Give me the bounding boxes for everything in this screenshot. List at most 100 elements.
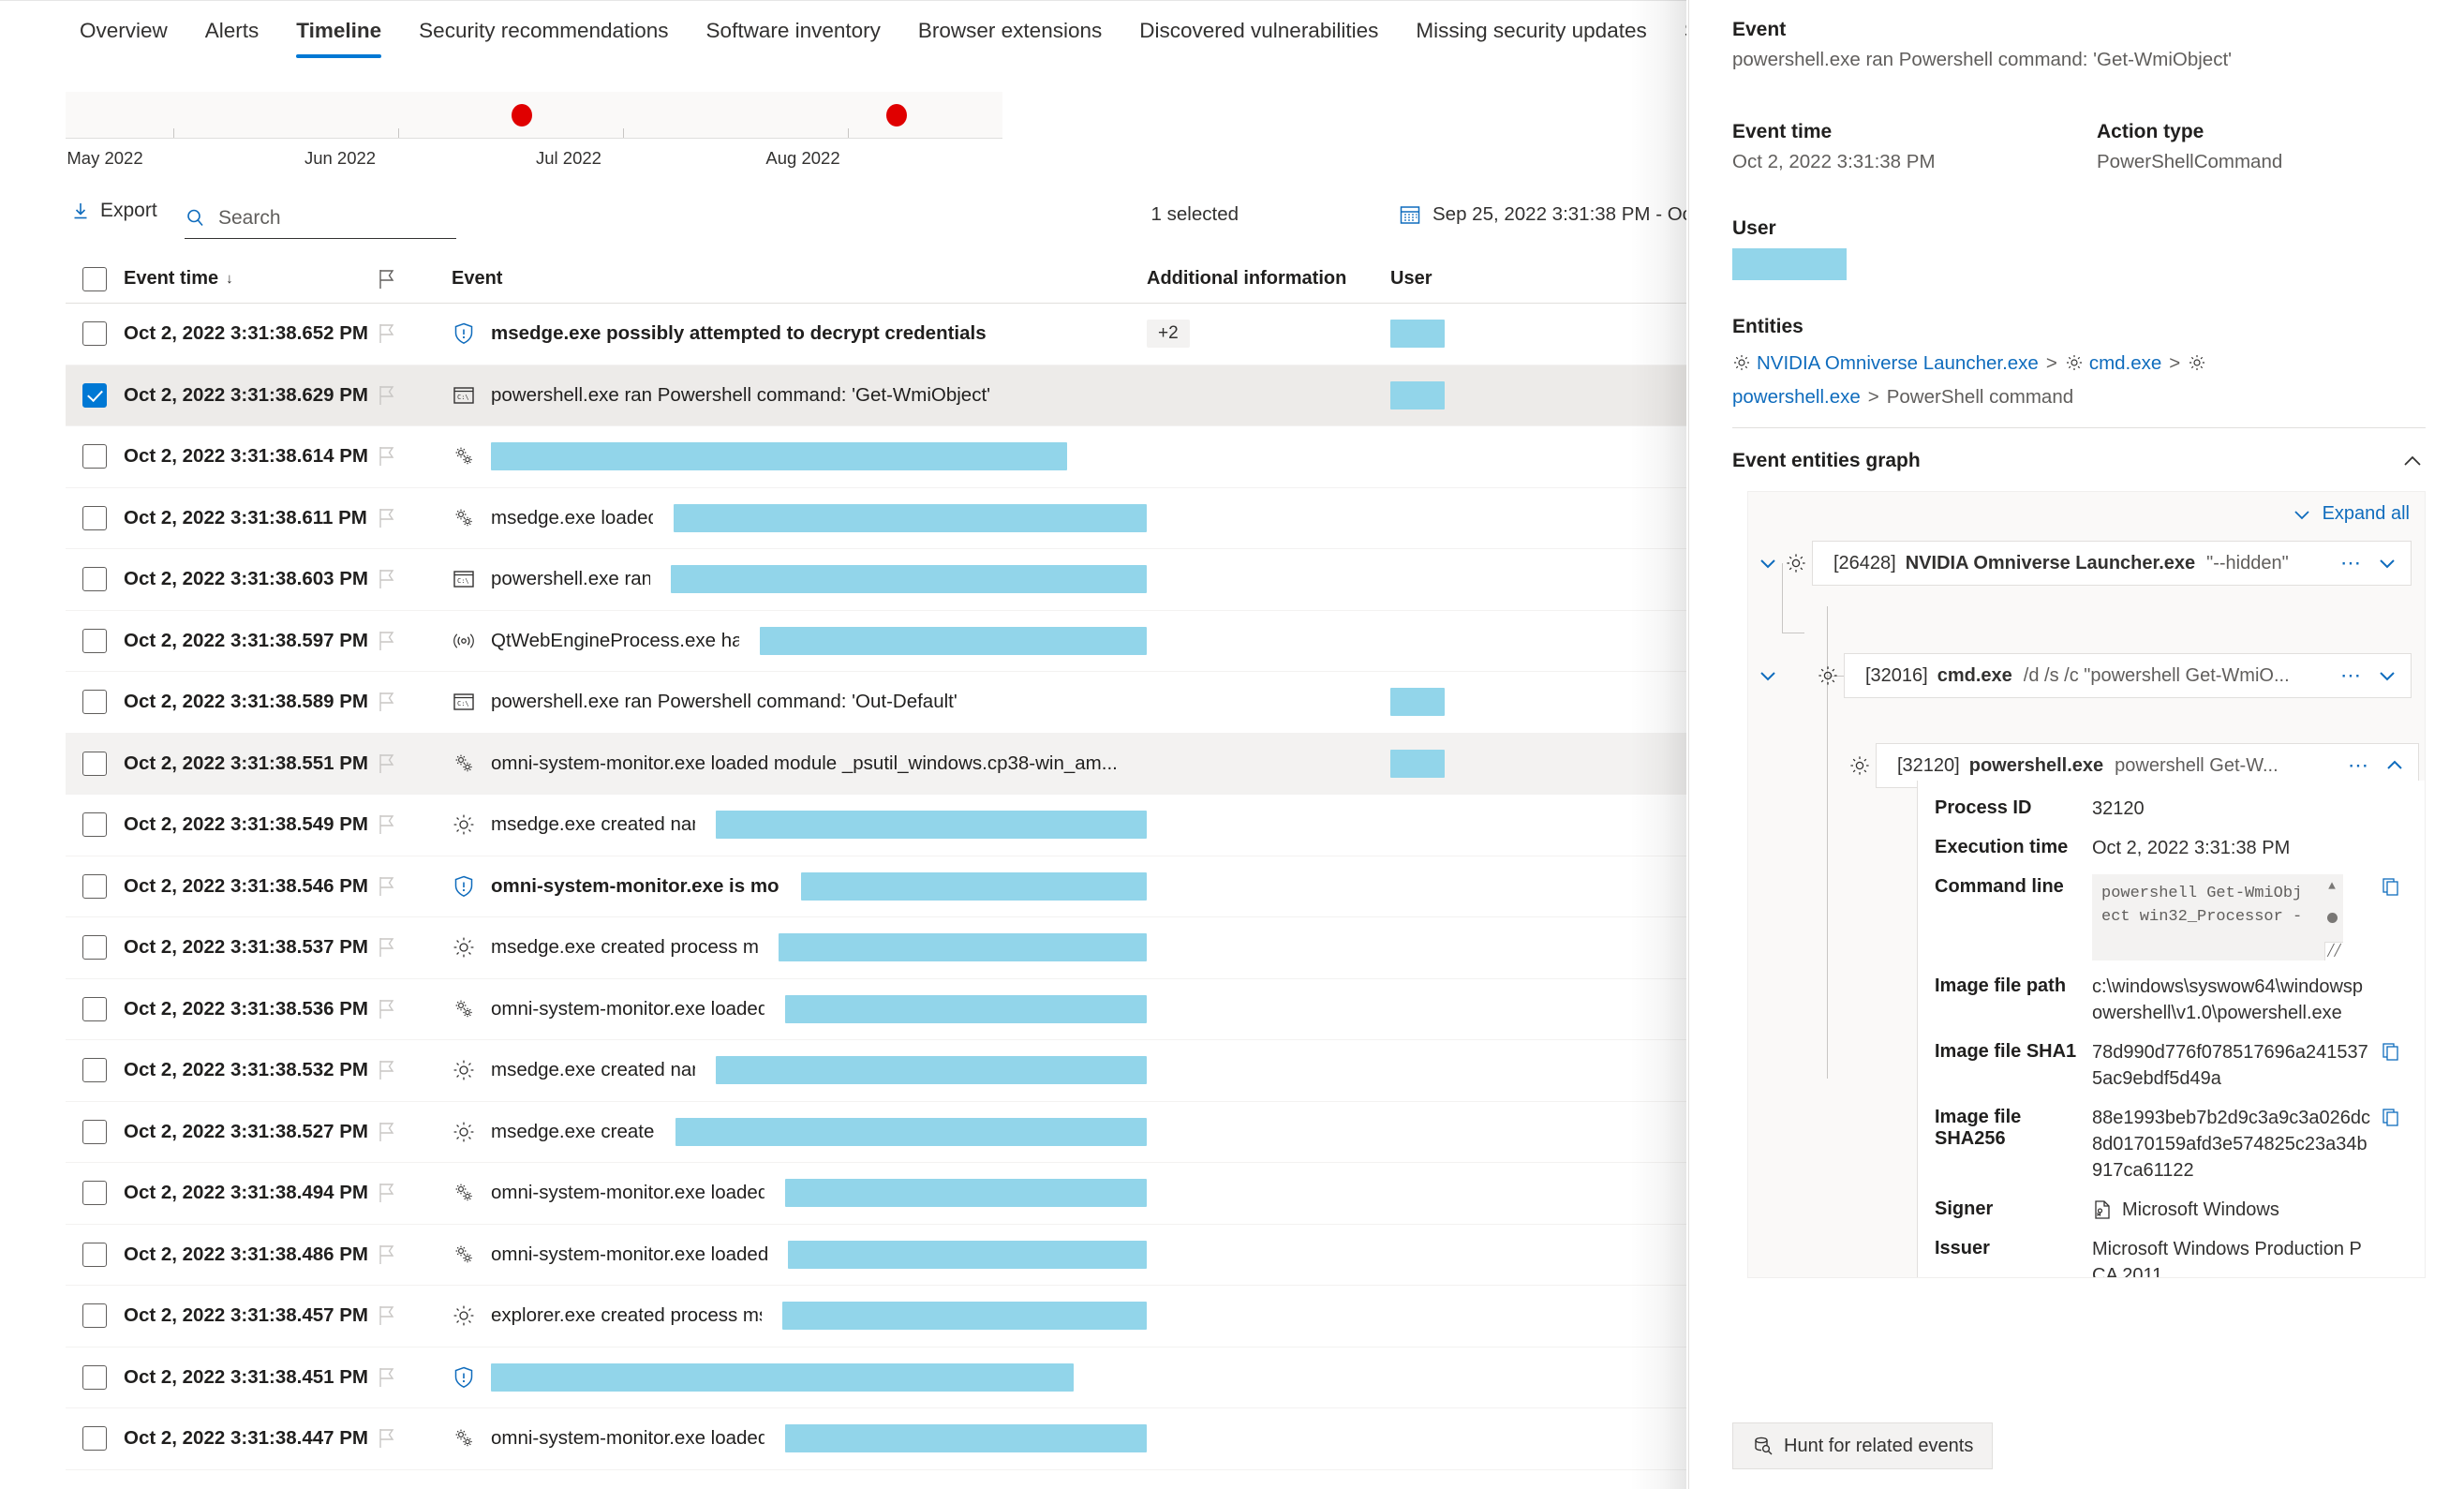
table-row[interactable]: Oct 2, 2022 3:31:38.447 PM omni-system-mo… [66,1408,1686,1470]
resize-handle[interactable]: ╱╱ [2324,942,2343,960]
tab-software-inventory[interactable]: Software inventory [706,20,881,51]
table-row[interactable]: Oct 2, 2022 3:31:38.494 PM omni-system-mo… [66,1163,1686,1225]
table-row[interactable]: Oct 2, 2022 3:31:38.532 PM msedge.exe cre… [66,1040,1686,1102]
header-event-time[interactable]: Event time ↓ [124,268,377,290]
table-row[interactable]: Oct 2, 2022 3:31:38.611 PM msedge.exe loa… [66,488,1686,549]
row-checkbox[interactable] [82,1426,107,1452]
row-checkbox[interactable] [82,444,107,469]
tab-overview[interactable]: Overview [80,20,168,51]
table-row[interactable]: Oct 2, 2022 3:31:38.614 PM [66,426,1686,488]
more-options-icon[interactable]: ⋯ [2348,753,2369,777]
row-checkbox[interactable] [82,321,107,347]
timeline-chart[interactable] [66,92,1002,141]
scrollbar-thumb[interactable] [2326,912,2338,923]
row-select-cell[interactable] [66,444,124,469]
entity-breadcrumb-item[interactable]: powershell.exe [1732,386,1861,408]
row-flag-button[interactable] [377,445,452,468]
row-select-cell[interactable] [66,690,124,715]
table-row[interactable]: Oct 2, 2022 3:31:38.589 PM C:\ powershell.… [66,672,1686,734]
select-all-checkbox[interactable] [82,266,107,291]
row-checkbox[interactable] [82,1242,107,1267]
row-flag-button[interactable] [377,322,452,345]
row-select-cell[interactable] [66,1426,124,1452]
chevron-up-icon[interactable] [2399,451,2426,471]
row-checkbox[interactable] [82,382,107,408]
node-expand-chevron-icon[interactable] [1758,667,1780,684]
select-all-cell[interactable] [66,266,124,291]
header-user[interactable]: User [1390,268,1634,290]
header-event[interactable]: Event [452,268,1147,290]
process-node[interactable]: [26428] NVIDIA Omniverse Launcher.exe "-… [1758,541,2419,586]
tab-discovered-vulnerabilities[interactable]: Discovered vulnerabilities [1139,20,1378,51]
table-row[interactable]: Oct 2, 2022 3:31:38.537 PM msedge.exe cre… [66,917,1686,979]
scroll-up-icon[interactable]: ▲ [2328,879,2336,893]
additional-info-badge[interactable]: +2 [1147,320,1190,349]
copy-icon[interactable] [2381,1039,2409,1062]
row-checkbox[interactable] [82,1181,107,1206]
row-flag-button[interactable] [377,691,452,713]
expand-all-button[interactable]: Expand all [2291,503,2410,525]
tab-browser-extensions[interactable]: Browser extensions [918,20,1102,51]
row-flag-button[interactable] [377,568,452,590]
table-row[interactable]: Oct 2, 2022 3:31:38.457 PM explorer.exe c… [66,1286,1686,1348]
node-collapse-chevron-icon[interactable] [2377,555,2397,572]
row-select-cell[interactable] [66,1181,124,1206]
row-checkbox[interactable] [82,628,107,653]
row-checkbox[interactable] [82,1058,107,1083]
table-row[interactable]: Oct 2, 2022 3:31:38.549 PM msedge.exe cre… [66,795,1686,856]
event-entities-graph-header[interactable]: Event entities graph [1732,450,2426,472]
node-expand-chevron-icon[interactable] [1758,555,1780,572]
row-flag-button[interactable] [377,1243,452,1266]
row-flag-button[interactable] [377,384,452,407]
row-flag-button[interactable] [377,936,452,959]
search-input[interactable]: Search [185,198,456,239]
tab-timeline[interactable]: Timeline [296,20,381,58]
table-row[interactable]: Oct 2, 2022 3:31:38.527 PM msedge.exe cre… [66,1102,1686,1163]
row-select-cell[interactable] [66,567,124,592]
row-select-cell[interactable] [66,1242,124,1267]
row-flag-button[interactable] [377,875,452,898]
copy-icon[interactable] [2381,1105,2409,1127]
table-row[interactable]: Oct 2, 2022 3:31:38.652 PM msedge.exe pos… [66,304,1686,365]
table-row[interactable]: Oct 2, 2022 3:31:38.629 PM C:\ powershell.… [66,365,1686,426]
tab-missing-security-updates[interactable]: Missing security updates [1416,20,1646,51]
row-select-cell[interactable] [66,1303,124,1329]
row-select-cell[interactable] [66,1364,124,1390]
row-checkbox[interactable] [82,505,107,530]
table-row[interactable]: Oct 2, 2022 3:31:38.603 PM C:\ powershell.… [66,549,1686,611]
entity-breadcrumb-item[interactable]: cmd.exe [2088,352,2162,374]
row-select-cell[interactable] [66,751,124,776]
row-flag-button[interactable] [377,1059,452,1081]
entity-breadcrumb-item[interactable]: NVIDIA Omniverse Launcher.exe [1757,352,2039,374]
timeline-track[interactable] [66,92,1002,139]
copy-icon[interactable] [2381,874,2409,897]
table-row[interactable]: Oct 2, 2022 3:31:38.536 PM omni-system-mo… [66,979,1686,1040]
row-checkbox[interactable] [82,996,107,1021]
hunt-for-related-events-button[interactable]: Hunt for related events [1732,1422,1994,1469]
row-checkbox[interactable] [82,567,107,592]
row-flag-button[interactable] [377,1182,452,1204]
more-options-icon[interactable]: ⋯ [2340,551,2362,574]
row-flag-button[interactable] [377,1427,452,1450]
row-checkbox[interactable] [82,873,107,899]
row-flag-button[interactable] [377,630,452,652]
process-node-card[interactable]: [26428] NVIDIA Omniverse Launcher.exe "-… [1812,541,2412,586]
process-node[interactable]: [32016] cmd.exe /d /s /c "powershell Get… [1758,653,2419,698]
node-collapse-chevron-icon[interactable] [2377,667,2397,684]
node-collapse-chevron-icon[interactable] [2384,757,2405,774]
export-button[interactable]: Export [70,200,157,222]
row-checkbox[interactable] [82,1119,107,1144]
header-additional-information[interactable]: Additional information [1147,268,1390,290]
table-row[interactable]: Oct 2, 2022 3:31:38.546 PM omni-system-mo… [66,856,1686,917]
row-select-cell[interactable] [66,873,124,899]
row-flag-button[interactable] [377,998,452,1020]
row-checkbox[interactable] [82,812,107,838]
table-row[interactable]: Oct 2, 2022 3:31:38.486 PM omni-system-mo… [66,1225,1686,1286]
row-select-cell[interactable] [66,628,124,653]
more-options-icon[interactable]: ⋯ [2340,663,2362,687]
row-flag-button[interactable] [377,813,452,836]
row-select-cell[interactable] [66,996,124,1021]
row-select-cell[interactable] [66,1058,124,1083]
row-checkbox[interactable] [82,1303,107,1329]
row-select-cell[interactable] [66,321,124,347]
